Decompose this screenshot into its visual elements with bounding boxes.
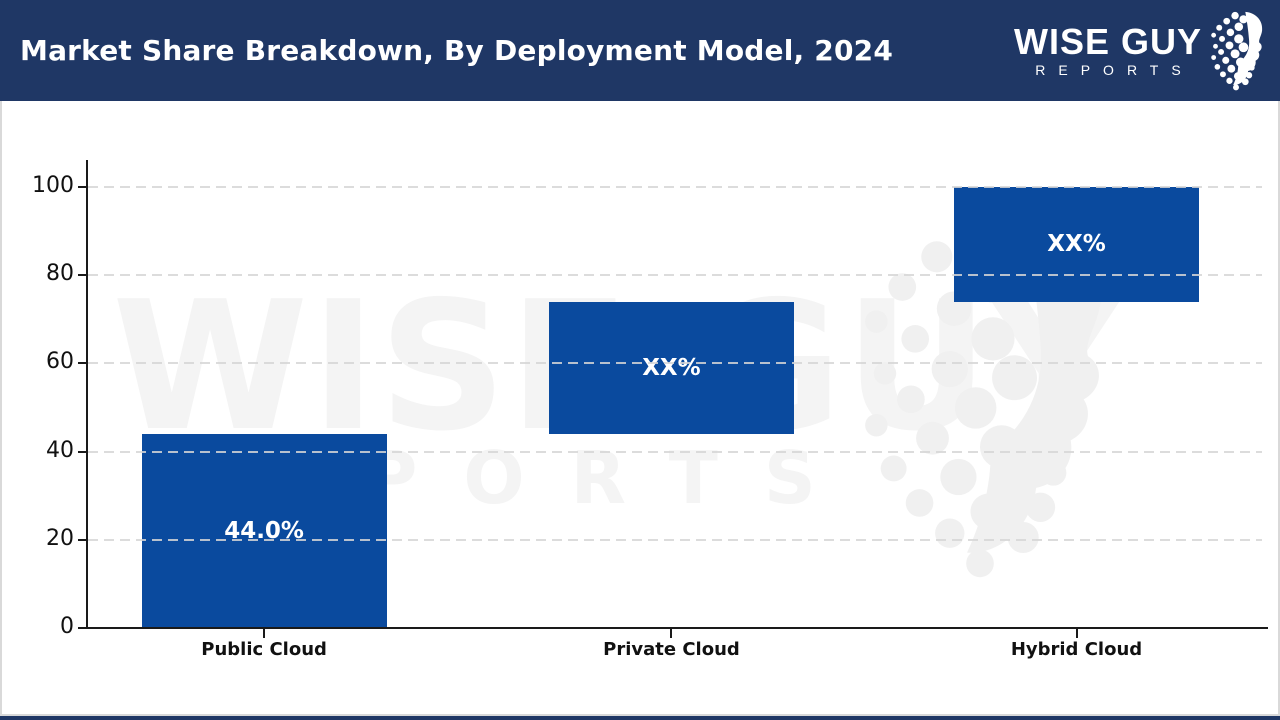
x-axis-category-label: Private Cloud	[603, 639, 740, 660]
gridline	[88, 362, 1262, 365]
wiseguy-logo-text: WISE GUY REPORTS	[1014, 23, 1202, 78]
gridline	[88, 274, 1262, 277]
y-axis-tick-label: 20	[46, 525, 74, 551]
x-axis-category-label: Public Cloud	[201, 639, 327, 660]
spine-left	[86, 160, 88, 629]
bar-hybrid-cloud: XX%	[954, 187, 1199, 302]
gridline	[88, 186, 1262, 188]
y-axis-tick-label: 40	[46, 437, 74, 463]
y-axis-tick	[78, 186, 86, 188]
wiseguy-logo-sub: REPORTS	[1035, 61, 1194, 78]
chart-area: 0 20 40 60 80 100 44.0% Public Cloud XX% Private …	[0, 101, 1280, 716]
y-axis-tick	[78, 538, 86, 541]
header-bar: Market Share Breakdown, By Deployment Mo…	[0, 0, 1280, 101]
x-axis-tick	[263, 629, 266, 638]
left-frame-line	[0, 101, 2, 714]
bar-public-cloud: 44.0%	[141, 433, 387, 628]
y-axis-tick	[78, 362, 86, 365]
bar-private-cloud: XX%	[548, 301, 794, 434]
y-axis-tick	[78, 627, 86, 629]
gridline	[88, 538, 1262, 541]
x-axis-category-label: Hybrid Cloud	[1010, 639, 1143, 660]
gridline	[88, 450, 1262, 453]
wiseguy-face-icon	[1211, 11, 1263, 90]
y-axis-tick-label: 0	[60, 614, 74, 639]
wiseguy-logo-main: WISE GUY	[1013, 21, 1202, 63]
chart-title: Market Share Breakdown, By Deployment Mo…	[20, 34, 894, 67]
footer-bar	[0, 716, 1280, 720]
right-frame-line	[1278, 101, 1280, 714]
y-axis-tick	[78, 450, 86, 453]
y-axis-tick-label: 60	[46, 349, 74, 375]
x-axis-tick	[670, 629, 673, 638]
y-axis-tick-label: 80	[46, 261, 74, 287]
wiseguy-logo: WISE GUY REPORTS	[1014, 8, 1264, 93]
bar-value-label: XX%	[642, 354, 701, 381]
y-axis-tick-label: 100	[32, 173, 74, 198]
bar-value-label: XX%	[1047, 231, 1106, 258]
spine-bottom	[86, 627, 1268, 629]
bottom-frame-line	[0, 714, 1280, 716]
y-axis-tick	[78, 274, 86, 277]
x-axis-tick	[1075, 629, 1078, 638]
